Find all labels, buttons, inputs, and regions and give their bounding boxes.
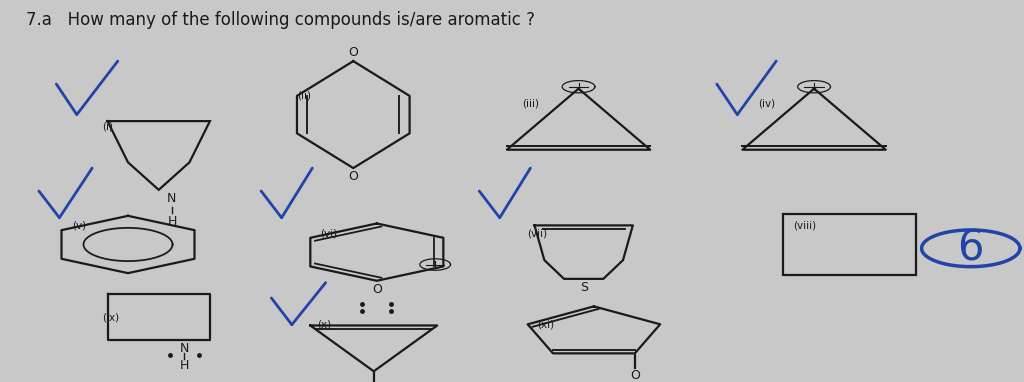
Text: O: O: [348, 46, 358, 59]
Text: (ii): (ii): [297, 91, 311, 100]
Text: (x): (x): [317, 320, 332, 330]
Text: 7.a   How many of the following compounds is/are aromatic ?: 7.a How many of the following compounds …: [26, 11, 535, 29]
Text: (vi): (vi): [321, 228, 338, 238]
Text: (viii): (viii): [794, 220, 817, 230]
Text: H: H: [167, 215, 177, 228]
Text: (xi): (xi): [538, 320, 555, 330]
Text: (ix): (ix): [102, 312, 120, 322]
Text: (iv): (iv): [758, 98, 775, 108]
Text: O: O: [348, 170, 358, 183]
Text: O: O: [630, 369, 640, 382]
Text: O: O: [372, 283, 382, 296]
Text: (vii): (vii): [527, 228, 548, 238]
Text: (i): (i): [102, 121, 114, 131]
Text: 6: 6: [957, 227, 984, 269]
Text: (iii): (iii): [522, 98, 540, 108]
Text: N: N: [179, 342, 189, 355]
Text: H: H: [179, 359, 189, 372]
Text: (v): (v): [72, 220, 86, 230]
Text: S: S: [580, 281, 588, 294]
Text: N: N: [167, 192, 176, 205]
